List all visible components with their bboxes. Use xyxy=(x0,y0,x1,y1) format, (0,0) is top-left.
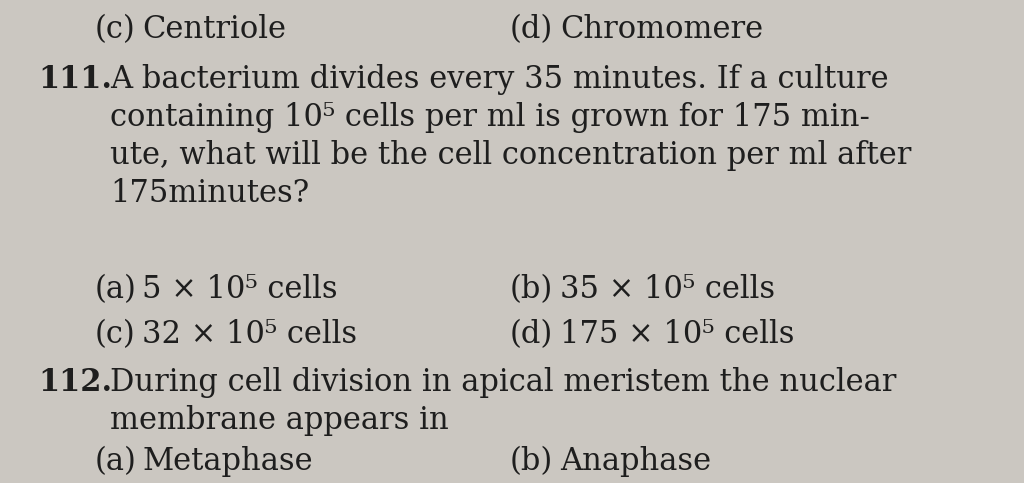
Text: Chromomere: Chromomere xyxy=(560,14,763,45)
Text: (c): (c) xyxy=(95,319,136,350)
Text: membrane appears in: membrane appears in xyxy=(110,405,449,436)
Text: (b): (b) xyxy=(510,274,553,305)
Text: (b): (b) xyxy=(510,446,553,477)
Text: Metaphase: Metaphase xyxy=(142,446,312,477)
Text: 175 × 10⁵ cells: 175 × 10⁵ cells xyxy=(560,319,795,350)
Text: ute, what will be the cell concentration per ml after: ute, what will be the cell concentration… xyxy=(110,140,911,171)
Text: 32 × 10⁵ cells: 32 × 10⁵ cells xyxy=(142,319,357,350)
Text: (d): (d) xyxy=(510,319,553,350)
Text: containing 10⁵ cells per ml is grown for 175 min-: containing 10⁵ cells per ml is grown for… xyxy=(110,102,869,133)
Text: 111.: 111. xyxy=(38,64,112,95)
Text: (a): (a) xyxy=(95,274,137,305)
Text: A bacterium divides every 35 minutes. If a culture: A bacterium divides every 35 minutes. If… xyxy=(110,64,889,95)
Text: (c): (c) xyxy=(95,14,136,45)
Text: Anaphase: Anaphase xyxy=(560,446,711,477)
Text: 35 × 10⁵ cells: 35 × 10⁵ cells xyxy=(560,274,775,305)
Text: 175minutes?: 175minutes? xyxy=(110,178,309,209)
Text: (a): (a) xyxy=(95,446,137,477)
Text: During cell division in apical meristem the nuclear: During cell division in apical meristem … xyxy=(110,367,896,398)
Text: Centriole: Centriole xyxy=(142,14,286,45)
Text: 5 × 10⁵ cells: 5 × 10⁵ cells xyxy=(142,274,338,305)
Text: 112.: 112. xyxy=(38,367,112,398)
Text: (d): (d) xyxy=(510,14,553,45)
